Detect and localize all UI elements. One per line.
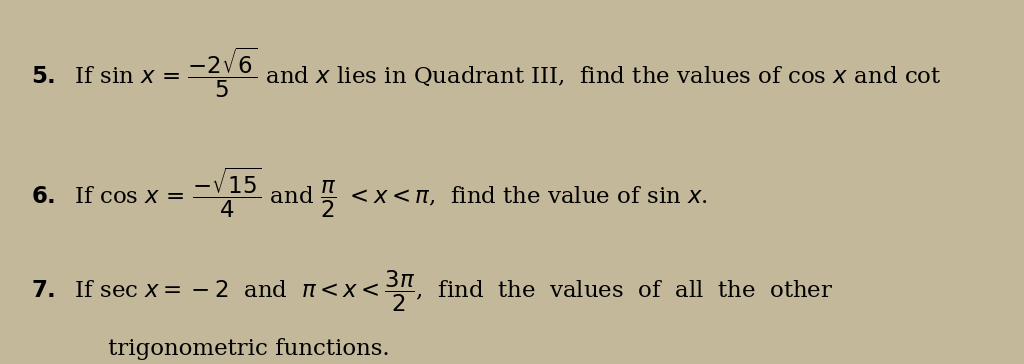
- Text: $\mathbf{5.}$  If sin $x$ = $\dfrac{-2\sqrt{6}}{5}$ and $x$ lies in Quadrant III: $\mathbf{5.}$ If sin $x$ = $\dfrac{-2\sq…: [31, 46, 941, 100]
- Text: $\mathbf{6.}$  If cos $x$ = $\dfrac{-\sqrt{15}}{4}$ and $\dfrac{\pi}{2}$ $< x < : $\mathbf{6.}$ If cos $x$ = $\dfrac{-\sqr…: [31, 166, 708, 220]
- Text: $\mathbf{7.}$  If sec $x = -2$  and  $\pi < x < \dfrac{3\pi}{2}$,  find  the  va: $\mathbf{7.}$ If sec $x = -2$ and $\pi <…: [31, 269, 834, 314]
- Text: trigonometric functions.: trigonometric functions.: [72, 339, 389, 360]
